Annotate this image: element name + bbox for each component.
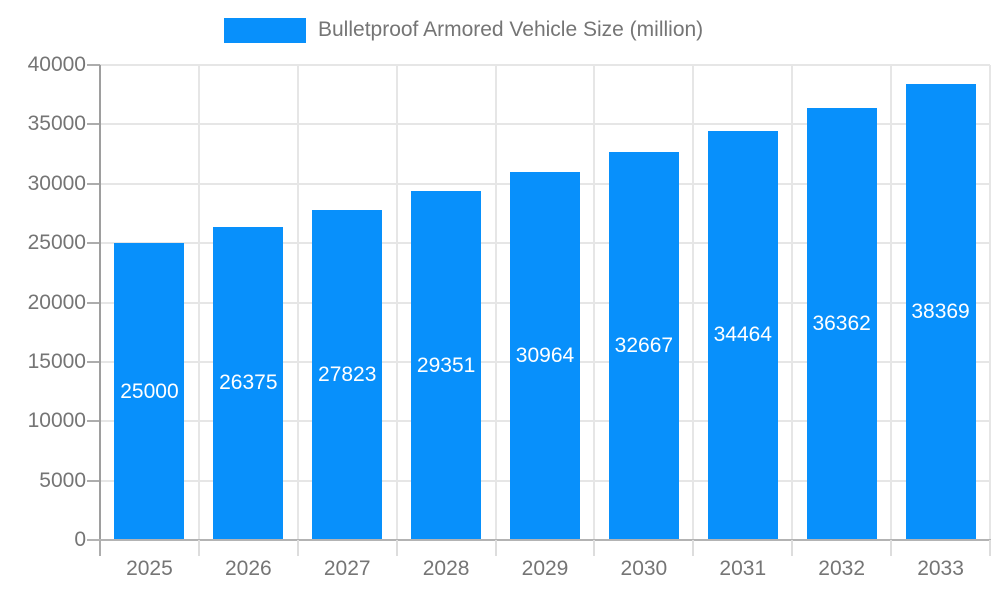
bar-value-label: 27823 xyxy=(318,362,377,386)
x-tick-label: 2026 xyxy=(224,557,272,580)
v-gridline xyxy=(197,65,200,540)
y-axis-tick xyxy=(87,242,100,245)
y-tick-label: 5000 xyxy=(39,468,86,492)
x-tick-label: 2025 xyxy=(126,557,173,580)
y-tick-label: 40000 xyxy=(27,53,86,76)
v-gridline xyxy=(692,65,695,540)
bar[interactable] xyxy=(213,226,284,540)
v-gridline xyxy=(593,65,596,540)
legend-label: Bulletproof Armored Vehicle Size (millio… xyxy=(318,18,704,41)
bar-value-label: 26375 xyxy=(219,371,278,395)
y-axis-tick xyxy=(87,64,100,66)
legend-swatch-icon xyxy=(224,17,306,43)
y-axis-tick xyxy=(87,360,100,363)
bar-value-label: 29351 xyxy=(416,353,476,377)
x-axis-tick xyxy=(296,540,299,556)
bar-value-label: 36362 xyxy=(812,312,871,336)
bar[interactable] xyxy=(510,172,580,540)
v-gridline xyxy=(296,65,299,540)
bar[interactable] xyxy=(905,84,976,540)
y-tick-label: 10000 xyxy=(27,409,86,433)
x-tick-label: 2032 xyxy=(818,557,866,580)
x-tick-label: 2027 xyxy=(323,557,371,580)
bar-value-label: 32667 xyxy=(614,334,674,358)
legend[interactable]: Bulletproof Armored Vehicle Size (millio… xyxy=(224,17,703,43)
x-axis-tick xyxy=(395,540,398,556)
bar[interactable] xyxy=(114,243,185,540)
y-tick-label: 20000 xyxy=(27,290,86,314)
y-tick-label: 25000 xyxy=(27,231,86,255)
y-axis-tick xyxy=(87,123,100,126)
y-tick-label: 15000 xyxy=(27,349,86,373)
h-gridline xyxy=(100,64,990,66)
y-axis-tick xyxy=(87,420,100,423)
x-axis-line xyxy=(87,539,991,541)
y-axis-tick xyxy=(87,479,100,482)
v-gridline xyxy=(791,65,794,540)
x-axis-tick xyxy=(890,540,893,556)
v-gridline xyxy=(494,65,497,540)
bar-value-label: 25000 xyxy=(120,379,179,403)
bar[interactable] xyxy=(312,209,383,540)
bar[interactable] xyxy=(806,108,877,540)
bar-value-label: 30964 xyxy=(515,344,575,368)
x-axis-tick xyxy=(593,540,596,556)
x-axis-tick xyxy=(99,540,101,556)
bar[interactable] xyxy=(411,191,482,540)
y-tick-label: 30000 xyxy=(27,171,86,195)
x-tick-label: 2031 xyxy=(719,557,767,580)
y-axis-line xyxy=(99,65,101,540)
y-tick-label: 35000 xyxy=(27,112,86,136)
y-axis-tick xyxy=(87,301,100,304)
x-axis-tick xyxy=(692,540,695,556)
x-tick-label: 2028 xyxy=(422,557,470,580)
x-axis-tick xyxy=(989,540,991,556)
bar[interactable] xyxy=(608,152,679,540)
v-gridline xyxy=(890,65,893,540)
bar-value-label: 38369 xyxy=(911,300,970,324)
x-tick-label: 2033 xyxy=(917,557,964,580)
v-gridline xyxy=(395,65,398,540)
y-tick-label: 0 xyxy=(74,528,86,551)
x-tick-label: 2029 xyxy=(521,557,569,580)
x-axis-tick xyxy=(197,540,200,556)
bar-value-label: 34464 xyxy=(713,323,772,347)
h-gridline xyxy=(100,123,990,126)
x-tick-label: 2030 xyxy=(620,557,668,580)
y-axis-tick xyxy=(87,182,100,185)
bar[interactable] xyxy=(707,130,778,540)
x-axis-tick xyxy=(494,540,497,556)
x-axis-tick xyxy=(791,540,794,556)
v-gridline xyxy=(989,65,991,540)
